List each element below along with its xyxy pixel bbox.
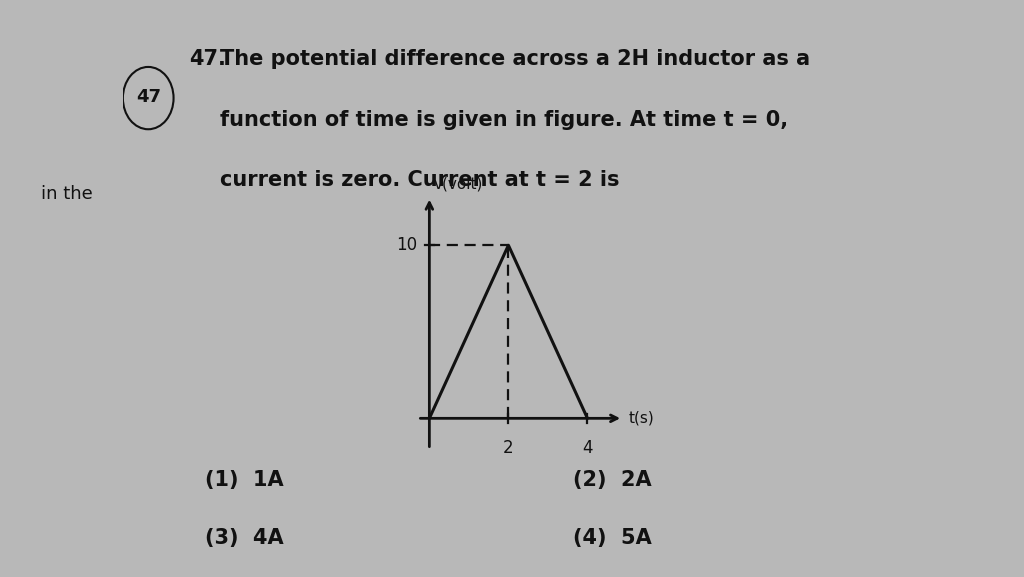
Text: The potential difference across a 2H inductor as a: The potential difference across a 2H ind… [220,49,810,69]
Text: 47.: 47. [189,49,226,69]
Text: v(volt): v(volt) [433,177,482,192]
Text: (2)  2A: (2) 2A [573,470,652,490]
Text: current is zero. Current at t = 2 is: current is zero. Current at t = 2 is [220,170,620,190]
Text: (4)  5A: (4) 5A [573,528,652,548]
Text: (1)  1A: (1) 1A [205,470,284,490]
Text: 47: 47 [136,88,161,106]
Text: 10: 10 [396,236,418,254]
Text: (3)  4A: (3) 4A [205,528,284,548]
Text: t(s): t(s) [629,411,654,426]
Text: function of time is given in figure. At time t = 0,: function of time is given in figure. At … [220,110,788,130]
Text: 2: 2 [503,439,514,457]
Text: 4: 4 [583,439,593,457]
Text: in the: in the [41,185,93,203]
